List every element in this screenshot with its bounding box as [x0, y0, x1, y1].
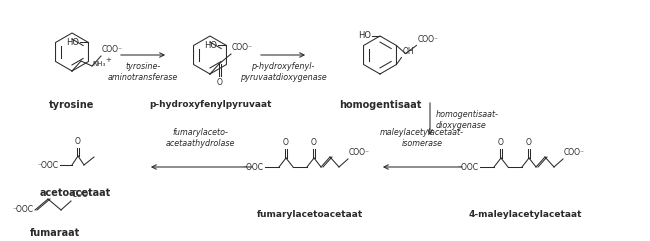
Text: fumaraat: fumaraat	[30, 228, 80, 238]
Text: O: O	[217, 78, 223, 87]
Text: acetoacetaat: acetoacetaat	[40, 188, 110, 198]
Text: O: O	[526, 138, 532, 147]
Text: maleylacetylacetaat-
isomerase: maleylacetylacetaat- isomerase	[380, 128, 464, 148]
Text: homogentisaat-
dioxygenase: homogentisaat- dioxygenase	[436, 110, 499, 130]
Text: ⁻OOC: ⁻OOC	[457, 162, 478, 172]
Text: +: +	[105, 57, 111, 63]
Text: 4-maleylacetylacetaat: 4-maleylacetylacetaat	[468, 210, 582, 219]
Text: p-hydroxyfenylpyruvaat: p-hydroxyfenylpyruvaat	[149, 100, 271, 109]
Text: ⁻OOC: ⁻OOC	[37, 161, 58, 169]
Text: COO⁻: COO⁻	[72, 190, 93, 199]
Text: ⁻OOC: ⁻OOC	[242, 162, 263, 172]
Text: HO: HO	[66, 38, 79, 47]
Text: COO⁻: COO⁻	[232, 43, 253, 52]
Text: COO⁻: COO⁻	[564, 148, 585, 157]
Text: HO: HO	[205, 41, 218, 50]
Text: ⁻OOC: ⁻OOC	[12, 206, 33, 214]
Text: COO⁻: COO⁻	[417, 34, 439, 43]
Text: tyrosine-
aminotransferase: tyrosine- aminotransferase	[108, 62, 178, 82]
Text: NH₃: NH₃	[92, 61, 105, 67]
Text: COO⁻: COO⁻	[102, 45, 123, 54]
Text: COO⁻: COO⁻	[349, 148, 370, 157]
Text: HO: HO	[358, 32, 371, 40]
Text: fumarylacetoacetaat: fumarylacetoacetaat	[257, 210, 363, 219]
Text: O: O	[498, 138, 504, 147]
Text: homogentisaat: homogentisaat	[339, 100, 421, 110]
Text: fumarylaceto-
acetaathydrolase: fumarylaceto- acetaathydrolase	[165, 128, 235, 148]
Text: O: O	[311, 138, 317, 147]
Text: tyrosine: tyrosine	[49, 100, 95, 110]
Text: p-hydroxyfenyl-
pyruvaatdioxygenase: p-hydroxyfenyl- pyruvaatdioxygenase	[240, 62, 326, 82]
Text: O: O	[283, 138, 289, 147]
Text: O: O	[75, 137, 81, 146]
Text: OH: OH	[402, 47, 414, 56]
